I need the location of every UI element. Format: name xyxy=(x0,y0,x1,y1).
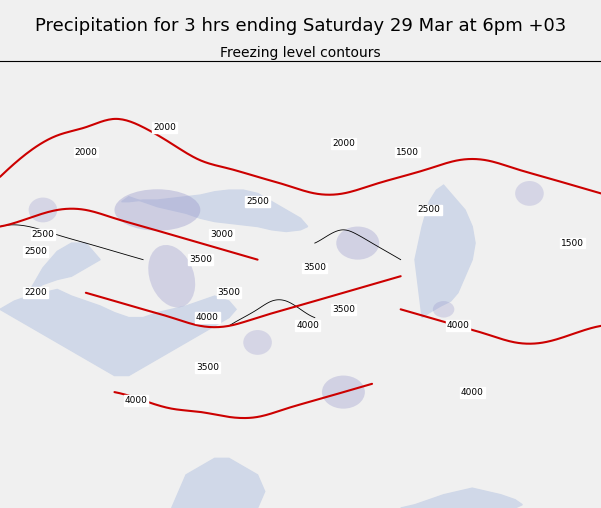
Text: 4000: 4000 xyxy=(447,322,469,330)
Text: 3500: 3500 xyxy=(218,288,240,297)
Ellipse shape xyxy=(29,198,57,223)
Text: 2200: 2200 xyxy=(25,288,47,297)
Text: 2500: 2500 xyxy=(24,247,47,256)
Text: Precipitation for 3 hrs ending Saturday 29 Mar at 6pm +03: Precipitation for 3 hrs ending Saturday … xyxy=(35,17,566,35)
Text: 2000: 2000 xyxy=(332,139,355,148)
Text: 1500: 1500 xyxy=(396,147,419,156)
Polygon shape xyxy=(121,190,308,232)
Text: 4000: 4000 xyxy=(461,388,484,397)
Text: 2500: 2500 xyxy=(31,230,54,239)
Text: 3500: 3500 xyxy=(196,363,219,372)
Ellipse shape xyxy=(433,301,454,318)
Ellipse shape xyxy=(148,245,195,307)
Ellipse shape xyxy=(243,330,272,355)
Ellipse shape xyxy=(322,375,365,408)
Text: 3000: 3000 xyxy=(210,230,233,239)
Text: 1500: 1500 xyxy=(561,239,584,247)
Text: 2000: 2000 xyxy=(153,123,176,132)
Text: 3500: 3500 xyxy=(304,264,326,272)
Polygon shape xyxy=(415,185,475,318)
Ellipse shape xyxy=(515,181,544,206)
Polygon shape xyxy=(172,458,264,508)
Text: 2000: 2000 xyxy=(75,147,97,156)
Ellipse shape xyxy=(114,189,200,231)
Text: 4000: 4000 xyxy=(124,396,147,405)
Text: 2500: 2500 xyxy=(246,197,269,206)
Text: 2500: 2500 xyxy=(418,205,441,214)
Polygon shape xyxy=(0,290,236,375)
Ellipse shape xyxy=(337,227,379,260)
Text: 3500: 3500 xyxy=(332,305,355,314)
Text: 4000: 4000 xyxy=(196,313,219,322)
Polygon shape xyxy=(401,488,522,508)
Text: 4000: 4000 xyxy=(296,322,319,330)
Text: Freezing level contours: Freezing level contours xyxy=(220,46,381,60)
Text: 3500: 3500 xyxy=(189,255,212,264)
Polygon shape xyxy=(29,243,100,293)
